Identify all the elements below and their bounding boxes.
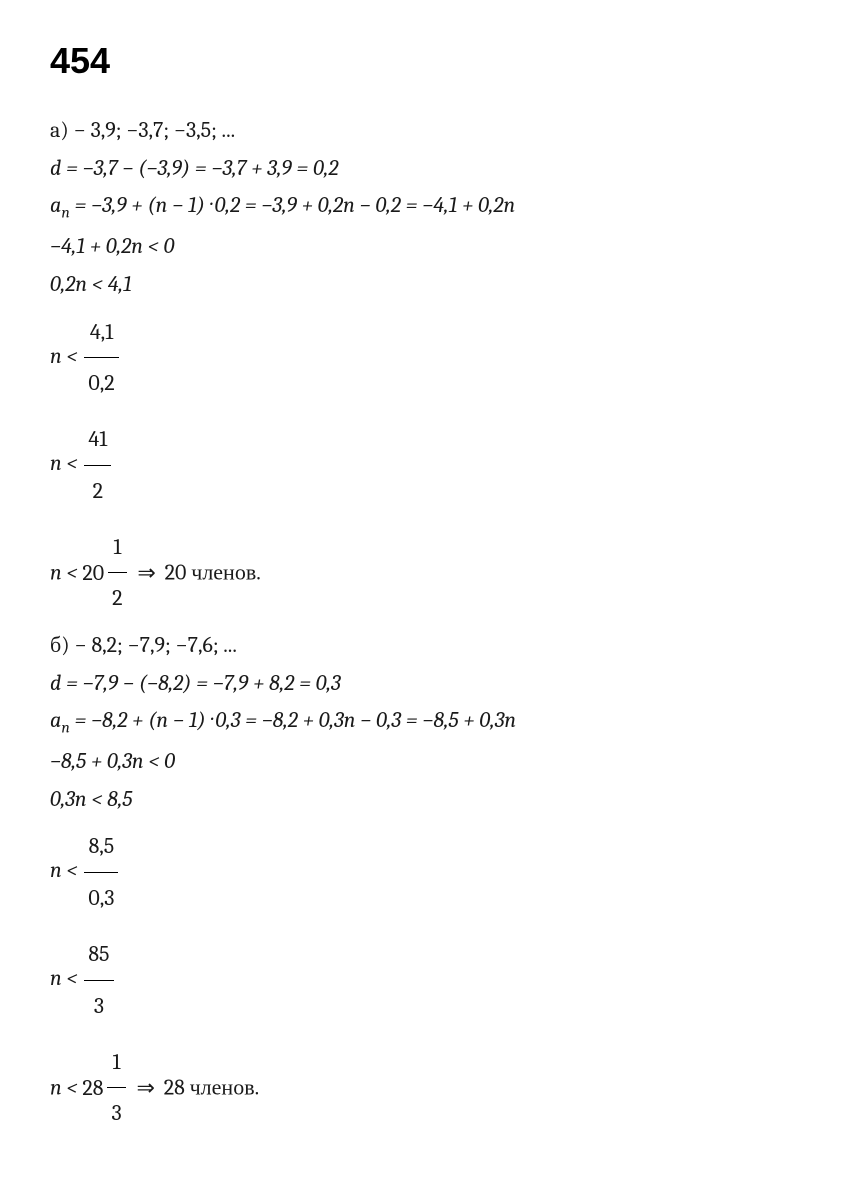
part-b-ineq2: 0,3n < 8,5 [50, 785, 808, 815]
denominator: 2 [84, 465, 111, 515]
part-a-frac1: n < 4,1 0,2 [50, 308, 808, 408]
part-a-answer-line: n < 20 1 2 ⇒ 20 членов. [50, 523, 808, 623]
mixed-whole: 20 [82, 549, 104, 597]
denominator: 2 [108, 572, 126, 622]
part-b-frac2: n < 85 3 [50, 930, 808, 1030]
answer-text: 28 членов. [164, 1075, 259, 1101]
n-lt-text: n < [50, 1075, 82, 1101]
fraction: 85 3 [84, 930, 113, 1030]
an-expression: = −3,9 + (n − 1) · 0,2 = −3,9 + 0,2n − 0… [70, 192, 515, 218]
denominator: 3 [107, 1087, 125, 1137]
part-b-answer-line: n < 28 1 3 ⇒ 28 членов. [50, 1038, 808, 1138]
part-b-ineq1: −8,5 + 0,3n < 0 [50, 747, 808, 777]
fraction: 8,5 0,3 [84, 822, 118, 922]
implies-arrow: ⇒ [136, 1075, 154, 1101]
n-lt-text: n < [50, 857, 82, 883]
part-b-d: d = −7,9 − (−8,2) = −7,9 + 8,2 = 0,3 [50, 669, 808, 699]
part-a-frac2: n < 41 2 [50, 415, 808, 515]
fraction: 41 2 [84, 415, 111, 515]
implies-arrow: ⇒ [137, 560, 155, 586]
part-a-ineq1: −4,1 + 0,2n < 0 [50, 232, 808, 262]
mixed-number: 20 1 2 [82, 523, 128, 623]
n-subscript: n [61, 719, 69, 737]
n-lt-text: n < [50, 343, 82, 369]
numerator: 4,1 [84, 308, 118, 357]
n-subscript: n [61, 204, 69, 222]
part-b-sequence: б) − 8,2; −7,9; −7,6; ... [50, 631, 808, 661]
part-a-ineq2: 0,2n < 4,1 [50, 270, 808, 300]
mixed-number: 28 1 3 [82, 1038, 127, 1138]
n-lt-text: n < [50, 965, 82, 991]
part-b-label: б) [50, 632, 70, 658]
numerator: 1 [108, 523, 126, 572]
n-lt-text: n < [50, 560, 82, 586]
sequence-text: − 8,2; −7,9; −7,6; ... [74, 632, 236, 658]
part-b-frac1: n < 8,5 0,3 [50, 822, 808, 922]
a-symbol: a [50, 192, 61, 218]
an-expression: = −8,2 + (n − 1) · 0,3 = −8,2 + 0,3n − 0… [70, 707, 516, 733]
denominator: 0,2 [84, 357, 118, 407]
numerator: 41 [84, 415, 111, 464]
a-symbol: a [50, 707, 61, 733]
part-b-an: an = −8,2 + (n − 1) · 0,3 = −8,2 + 0,3n … [50, 706, 808, 739]
mixed-whole: 28 [82, 1064, 103, 1112]
part-a-an: an = −3,9 + (n − 1) · 0,2 = −3,9 + 0,2n … [50, 191, 808, 224]
sequence-text: − 3,9; −3,7; −3,5; ... [74, 117, 236, 143]
mixed-fraction: 1 3 [107, 1038, 125, 1138]
fraction: 4,1 0,2 [84, 308, 118, 408]
problem-number: 454 [50, 40, 808, 82]
mixed-fraction: 1 2 [108, 523, 126, 623]
denominator: 3 [84, 980, 113, 1030]
denominator: 0,3 [84, 872, 118, 922]
numerator: 85 [84, 930, 113, 979]
d-expression: d = −7,9 − (−8,2) = −7,9 + 8,2 = 0,3 [50, 670, 341, 696]
answer-text: 20 членов. [165, 560, 261, 586]
part-a-sequence: a) − 3,9; −3,7; −3,5; ... [50, 116, 808, 146]
d-expression: d = −3,7 − (−3,9) = −3,7 + 3,9 = 0,2 [50, 155, 338, 181]
part-a-label: a) [50, 117, 69, 143]
n-lt-text: n < [50, 450, 82, 476]
part-a-d: d = −3,7 − (−3,9) = −3,7 + 3,9 = 0,2 [50, 154, 808, 184]
numerator: 8,5 [84, 822, 118, 871]
